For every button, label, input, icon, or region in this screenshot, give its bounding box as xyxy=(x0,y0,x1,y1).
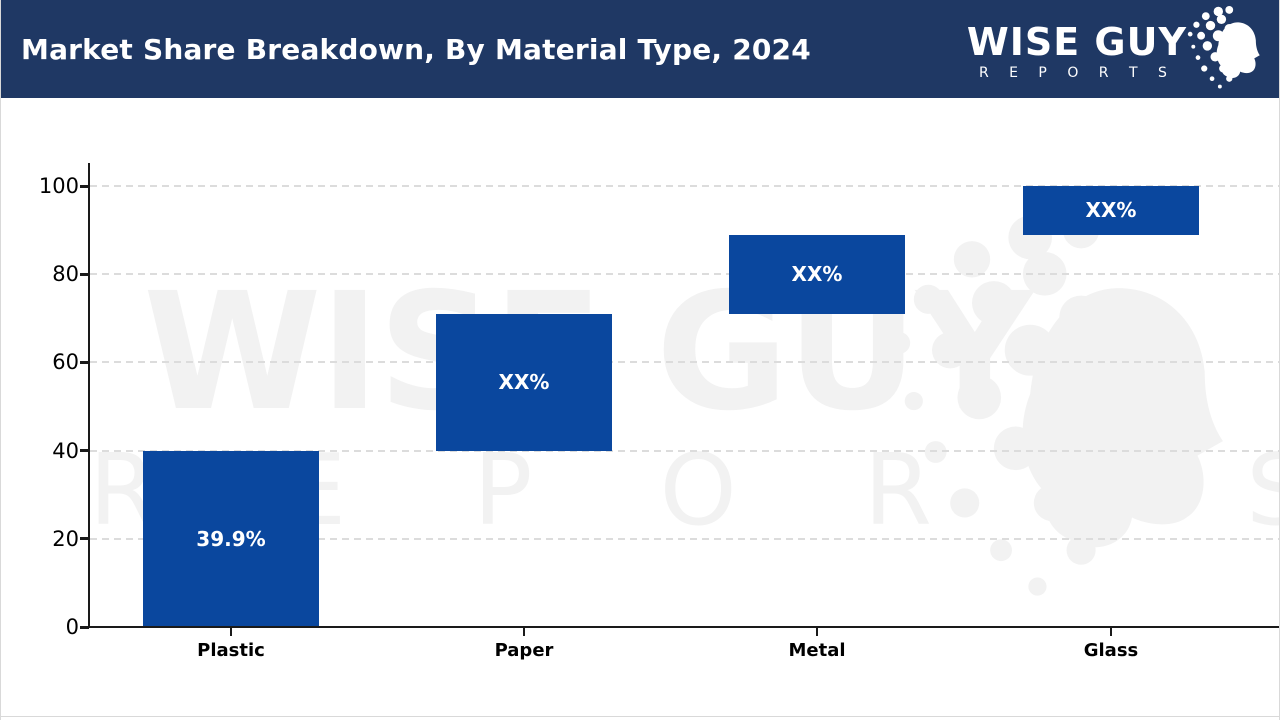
gridline xyxy=(90,361,1279,364)
bar-value-label: XX% xyxy=(791,262,843,287)
bar-glass: XX% xyxy=(1023,186,1199,235)
y-tick xyxy=(80,184,89,188)
x-tick xyxy=(1110,628,1112,636)
y-tick-label: 0 xyxy=(65,615,79,639)
x-axis-label-glass: Glass xyxy=(1083,640,1139,661)
logo-text: WISE GUY R E P O R T S xyxy=(967,23,1187,81)
x-axis-label-paper: Paper xyxy=(494,640,554,661)
wise-guy-reports-logo: WISE GUY R E P O R T S xyxy=(967,6,1269,92)
x-axis-line xyxy=(88,626,1279,628)
y-tick xyxy=(80,360,89,364)
y-axis-line xyxy=(88,163,90,628)
dotted-head-icon xyxy=(1187,6,1260,91)
logo-name-text: WISE GUY xyxy=(966,20,1187,64)
y-tick xyxy=(80,272,89,276)
page-bottom-border xyxy=(1,716,1279,717)
x-axis-label-plastic: Plastic xyxy=(197,640,265,661)
bar-value-label: XX% xyxy=(1085,198,1137,223)
bar-value-label: 39.9% xyxy=(196,527,266,551)
y-tick-label: 100 xyxy=(38,174,79,198)
y-tick xyxy=(80,625,89,629)
x-tick xyxy=(523,628,525,636)
x-tick xyxy=(230,628,232,636)
y-tick-label: 60 xyxy=(52,350,79,375)
gridline xyxy=(90,273,1279,276)
y-tick-label: 20 xyxy=(52,526,79,551)
header-bar: Market Share Breakdown, By Material Type… xyxy=(1,0,1279,98)
y-tick-label: 40 xyxy=(52,438,79,463)
y-tick-label: 80 xyxy=(52,262,79,287)
bar-value-label: XX% xyxy=(498,370,550,395)
y-tick xyxy=(80,449,89,453)
gridline xyxy=(90,185,1279,187)
y-tick xyxy=(80,537,89,541)
x-tick xyxy=(816,628,818,636)
gridline xyxy=(90,537,1279,540)
logo-subtitle-text: R E P O R T S xyxy=(978,65,1175,81)
bar-plastic: 39.9% xyxy=(143,451,319,627)
chart-title: Market Share Breakdown, By Material Type… xyxy=(21,32,811,66)
bar-paper: XX% xyxy=(436,313,612,452)
x-axis-label-metal: Metal xyxy=(788,640,846,661)
bar-metal: XX% xyxy=(729,234,905,314)
gridline xyxy=(90,449,1279,452)
